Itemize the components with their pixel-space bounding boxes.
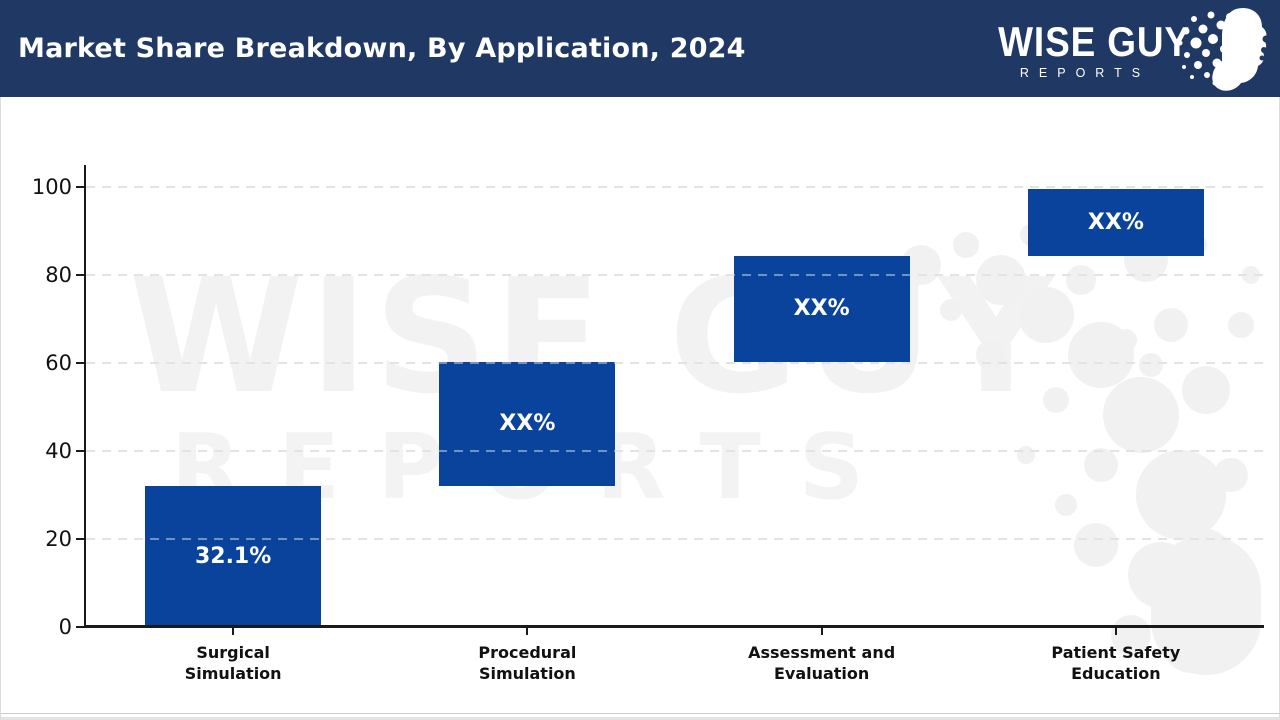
gridline: [86, 450, 1263, 452]
gridline: [86, 538, 1263, 540]
bar: [733, 255, 910, 362]
y-tick-label: 40: [45, 439, 72, 463]
gridline: [86, 450, 1263, 452]
x-tick-mark: [232, 628, 235, 635]
bottom-border: [1, 713, 1280, 714]
x-tick-mark: [526, 628, 529, 635]
bar: [145, 485, 322, 627]
gridline: [86, 362, 1263, 364]
y-axis-line: [84, 165, 86, 628]
y-tick-mark: [76, 538, 84, 540]
chart-canvas: WISE GUY REPORTS 02040608010032.1%Surgic…: [0, 97, 1280, 720]
category-label: Patient Safety Education: [1051, 643, 1181, 683]
bar-value-label: XX%: [499, 411, 556, 437]
y-tick-mark: [76, 274, 84, 276]
y-tick-mark: [76, 186, 84, 188]
x-tick-mark: [1114, 628, 1117, 635]
plot-area: 0 20 40 60 80 100 32.1% Surgical Simulation XX% P…: [32, 165, 1264, 683]
y-tick-mark: [76, 362, 84, 364]
bottom-strip: [1, 717, 1280, 720]
header: Market Share Breakdown, By Application, …: [0, 0, 1280, 97]
bar: [1027, 188, 1204, 256]
category-label: Assessment and Evaluation: [748, 643, 896, 683]
gridline: [86, 186, 1263, 188]
gridline: [86, 538, 1263, 540]
y-tick-label: 100: [31, 175, 72, 199]
x-axis-line: [84, 625, 1264, 628]
logo-subtitle-text: REPORTS: [1019, 65, 1151, 80]
y-tick-label: 60: [45, 351, 72, 375]
logo-wordmark-text: WISE GUY: [998, 17, 1190, 65]
y-tick-mark: [76, 450, 84, 452]
watermark-face-icon: [901, 224, 1261, 675]
y-tick-label: 20: [45, 527, 72, 551]
y-tick-label: 80: [45, 263, 72, 287]
category-label: Procedural Simulation: [478, 643, 577, 683]
gridline: [86, 274, 1263, 276]
bar-value-label: XX%: [793, 296, 850, 322]
category-label: Surgical Simulation: [184, 643, 282, 683]
gridline: [86, 274, 1263, 276]
y-tick-mark: [76, 626, 84, 628]
logo-face-icon: [1177, 7, 1270, 91]
logo-wordmark: WISE GUY REPORTS: [972, 17, 1190, 80]
bar-value-label: 32.1%: [194, 543, 272, 569]
bar: [439, 361, 616, 486]
bar-value-label: XX%: [1087, 209, 1144, 235]
gridline: [86, 362, 1263, 364]
gridline: [86, 186, 1263, 188]
y-tick-label: 0: [58, 615, 72, 639]
x-tick-mark: [820, 628, 823, 635]
wiseguy-logo: WISE GUY REPORTS: [972, 3, 1274, 95]
page-title: Market Share Breakdown, By Application, …: [18, 33, 746, 64]
